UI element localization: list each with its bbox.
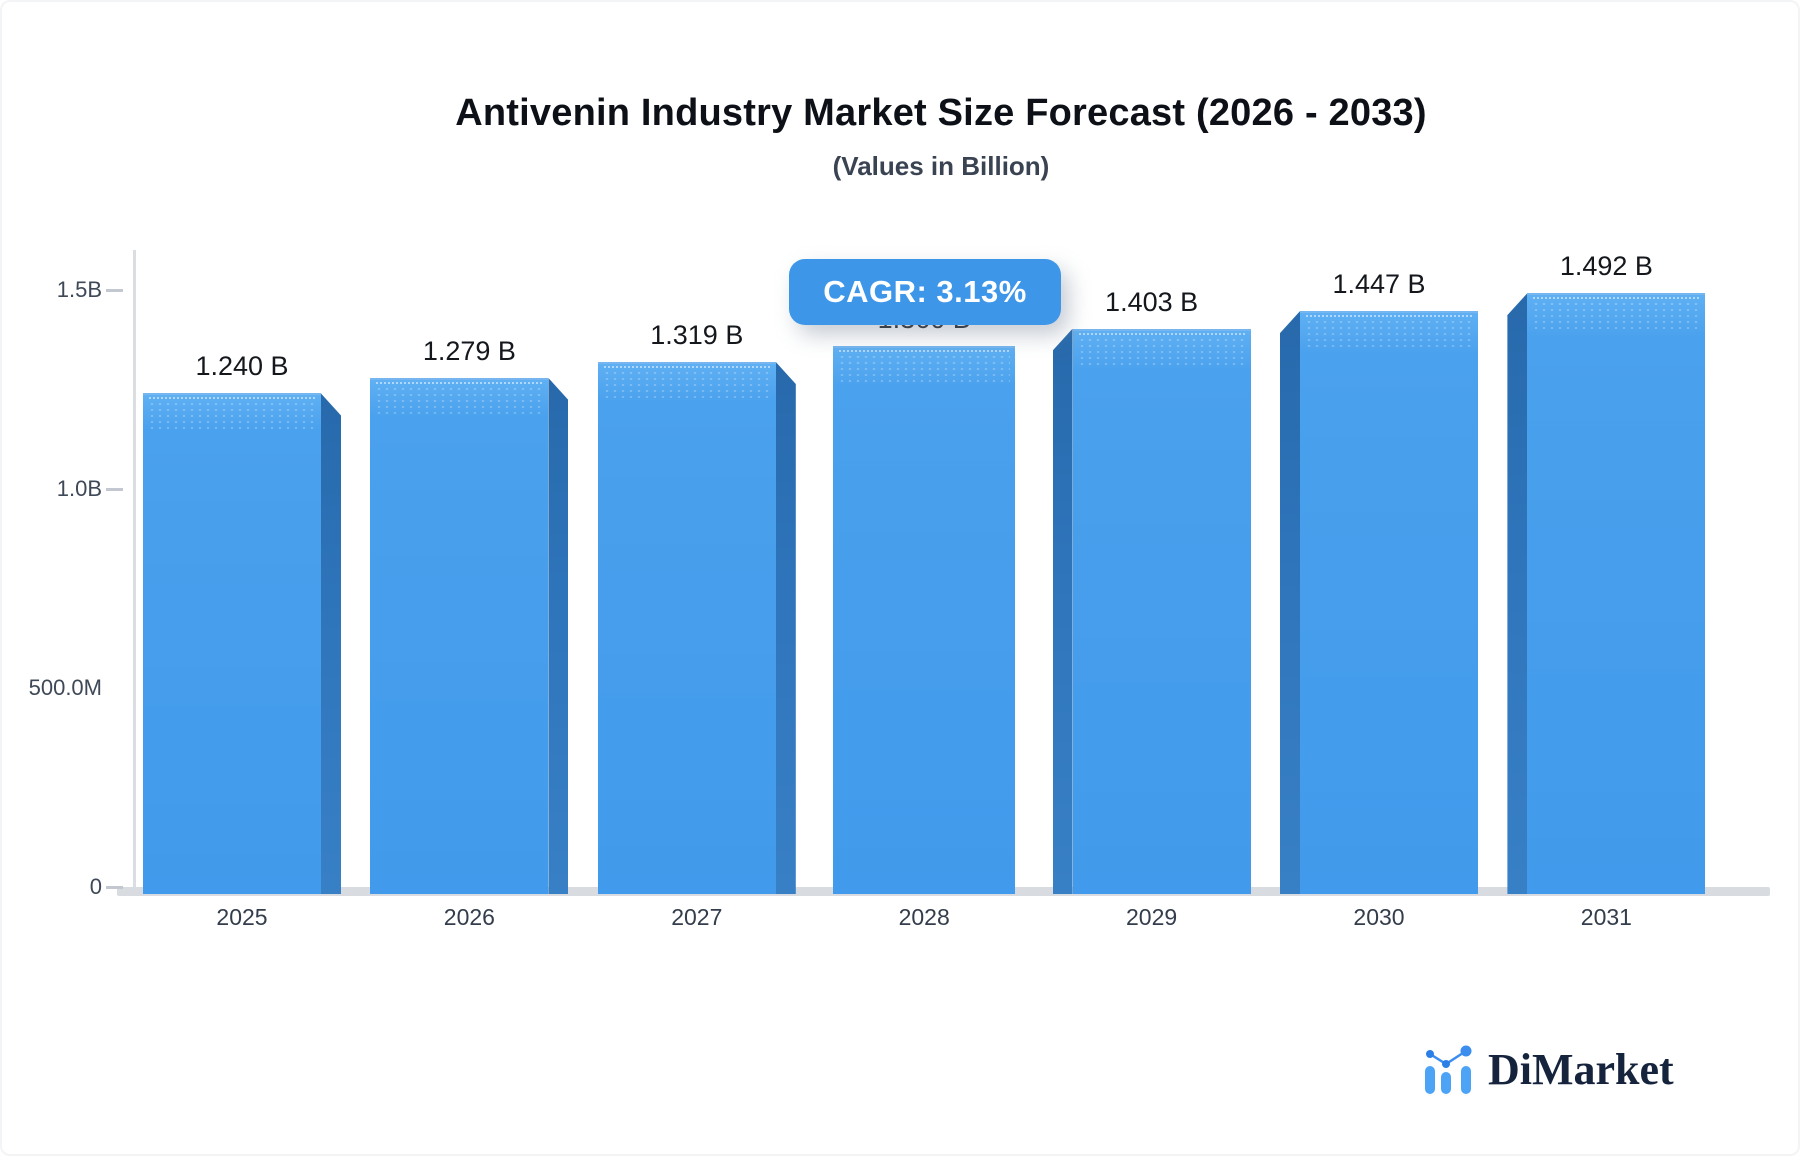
brand-name: DiMarket	[1488, 1045, 1674, 1094]
bar-value-label: 1.279 B	[422, 335, 516, 366]
bar-2029	[1072, 328, 1251, 894]
brand-logo: DiMarket	[1422, 1042, 1674, 1094]
bar-side-face	[548, 377, 569, 894]
bar-2025	[143, 393, 321, 894]
bar-top-texture	[148, 401, 316, 432]
bar-2026	[370, 377, 549, 894]
cagr-badge: CAGR: 3.13%	[789, 259, 1061, 325]
chart-subtitle: (Values in Billion)	[832, 151, 1050, 181]
bar-value-label: 1.447 B	[1332, 269, 1426, 300]
y-axis-line	[133, 250, 136, 890]
bar-top-dotted-line	[376, 381, 543, 384]
x-axis-category-label: 2030	[1353, 904, 1405, 930]
bar-top-dotted-line	[603, 366, 770, 369]
x-axis-category-label: 2026	[443, 904, 495, 930]
y-axis-tick-label: 1.0B	[56, 476, 102, 501]
y-axis-tick-mark	[106, 886, 123, 889]
bar-2028	[833, 345, 1016, 894]
bar-side-face	[1052, 328, 1073, 894]
y-axis-tick-label: 0	[89, 874, 102, 899]
bar-chart-logo-icon	[1425, 1045, 1472, 1094]
y-axis-tick-mark	[106, 289, 123, 292]
bar-top-dotted-line	[839, 349, 1010, 352]
bar-side-face	[321, 393, 341, 894]
bar-top-texture	[838, 353, 1011, 384]
bar-side-face	[1507, 293, 1528, 894]
bar-side-face	[775, 362, 796, 894]
bar-top-dotted-line	[1078, 332, 1245, 335]
bar-top-dotted-line	[149, 397, 315, 400]
bar-top-dotted-line	[1533, 297, 1700, 300]
bar-value-label: 1.240 B	[195, 351, 289, 382]
cagr-badge-label: CAGR: 3.13%	[823, 274, 1027, 309]
bar-top-dotted-line	[1306, 315, 1472, 318]
x-axis-category-label: 2027	[671, 904, 723, 930]
bar-top-texture	[375, 385, 544, 416]
bar-2027	[597, 362, 776, 894]
x-axis-category-label: 2025	[216, 904, 268, 930]
y-axis-tick-mark	[106, 488, 123, 491]
x-axis-category-label: 2028	[898, 904, 950, 930]
bar-value-label: 1.319 B	[650, 320, 744, 351]
bar-2030	[1300, 311, 1478, 894]
bar-top-texture	[1532, 301, 1701, 332]
x-axis-category-label: 2029	[1126, 904, 1178, 930]
chart-title: Antivenin Industry Market Size Forecast …	[455, 92, 1427, 134]
x-axis-category-label: 2031	[1580, 904, 1632, 930]
bar-value-label: 1.403 B	[1105, 286, 1199, 317]
bar-side-face	[1280, 311, 1300, 894]
bar-top-texture	[1305, 319, 1473, 350]
bar-2031	[1527, 293, 1706, 894]
bar-value-label: 1.492 B	[1559, 251, 1653, 282]
bar-top-texture	[1077, 336, 1246, 367]
bar-top-texture	[602, 370, 771, 401]
chart-header: Antivenin Industry Market Size Forecast …	[135, 92, 1747, 182]
y-axis-tick-label: 500.0M	[28, 675, 102, 700]
y-axis-tick-label: 1.5B	[56, 277, 102, 302]
